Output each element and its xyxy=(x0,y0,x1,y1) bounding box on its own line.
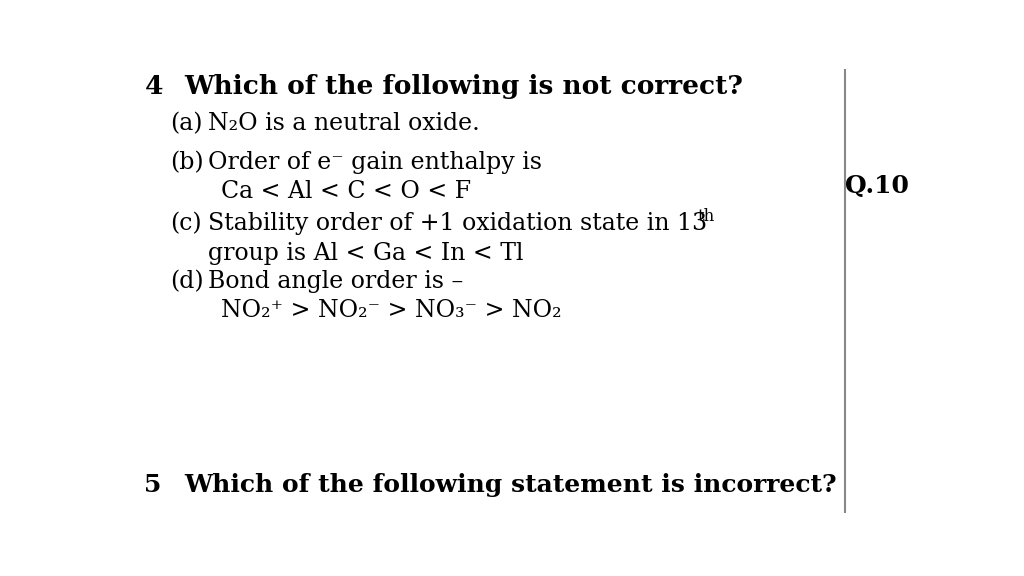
Text: (d): (d) xyxy=(171,270,204,293)
Text: 4: 4 xyxy=(144,74,163,98)
Text: Ca < Al < C < O < F: Ca < Al < C < O < F xyxy=(221,180,471,203)
Text: N₂O is a neutral oxide.: N₂O is a neutral oxide. xyxy=(208,112,479,135)
Text: Order of e⁻ gain enthalpy is: Order of e⁻ gain enthalpy is xyxy=(208,151,542,174)
Text: Bond angle order is –: Bond angle order is – xyxy=(208,270,463,293)
Text: 5: 5 xyxy=(144,472,162,497)
Text: (c): (c) xyxy=(171,213,202,236)
Text: Which of the following statement is incorrect?: Which of the following statement is inco… xyxy=(184,472,837,497)
Text: group is Al < Ga < In < Tl: group is Al < Ga < In < Tl xyxy=(208,241,523,264)
Text: Stability order of +1 oxidation state in 13: Stability order of +1 oxidation state in… xyxy=(208,213,707,236)
Text: (a): (a) xyxy=(171,112,203,135)
Text: Which of the following is not correct?: Which of the following is not correct? xyxy=(184,74,743,98)
Text: Q.10: Q.10 xyxy=(845,174,909,198)
Text: th: th xyxy=(698,209,716,225)
Text: (b): (b) xyxy=(171,151,204,174)
Text: NO₂⁺ > NO₂⁻ > NO₃⁻ > NO₂: NO₂⁺ > NO₂⁻ > NO₃⁻ > NO₂ xyxy=(221,300,562,323)
